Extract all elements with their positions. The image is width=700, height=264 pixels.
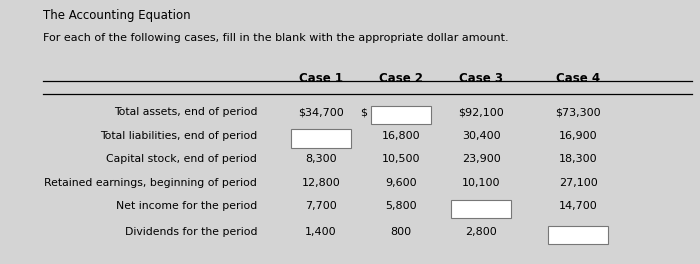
Text: Net income for the period: Net income for the period bbox=[116, 201, 257, 211]
Text: $73,300: $73,300 bbox=[555, 107, 601, 117]
Text: Case 4: Case 4 bbox=[556, 72, 601, 85]
Text: $92,100: $92,100 bbox=[458, 107, 504, 117]
Text: 10,500: 10,500 bbox=[382, 154, 420, 164]
Text: 23,900: 23,900 bbox=[462, 154, 500, 164]
Text: Case 2: Case 2 bbox=[379, 72, 423, 85]
Text: $: $ bbox=[360, 107, 368, 117]
Text: 1,400: 1,400 bbox=[305, 227, 337, 237]
Text: 27,100: 27,100 bbox=[559, 178, 598, 188]
Text: 8,300: 8,300 bbox=[305, 154, 337, 164]
Text: The Accounting Equation: The Accounting Equation bbox=[43, 9, 191, 22]
Text: 12,800: 12,800 bbox=[302, 178, 340, 188]
Text: Total assets, end of period: Total assets, end of period bbox=[113, 107, 257, 117]
Text: 14,700: 14,700 bbox=[559, 201, 598, 211]
Text: Capital stock, end of period: Capital stock, end of period bbox=[106, 154, 257, 164]
Text: Dividends for the period: Dividends for the period bbox=[125, 227, 257, 237]
Text: Total liabilities, end of period: Total liabilities, end of period bbox=[100, 131, 257, 141]
Text: 18,300: 18,300 bbox=[559, 154, 598, 164]
FancyBboxPatch shape bbox=[371, 106, 431, 124]
Text: 7,700: 7,700 bbox=[305, 201, 337, 211]
Text: For each of the following cases, fill in the blank with the appropriate dollar a: For each of the following cases, fill in… bbox=[43, 33, 509, 43]
Text: $34,700: $34,700 bbox=[298, 107, 344, 117]
FancyBboxPatch shape bbox=[452, 200, 511, 218]
Text: 2,800: 2,800 bbox=[466, 227, 497, 237]
FancyBboxPatch shape bbox=[548, 226, 608, 244]
Text: 9,600: 9,600 bbox=[385, 178, 416, 188]
Text: Case 1: Case 1 bbox=[299, 72, 343, 85]
Text: Retained earnings, beginning of period: Retained earnings, beginning of period bbox=[44, 178, 257, 188]
Text: Case 3: Case 3 bbox=[459, 72, 503, 85]
Text: 16,800: 16,800 bbox=[382, 131, 420, 141]
Text: 10,100: 10,100 bbox=[462, 178, 500, 188]
Text: 800: 800 bbox=[391, 227, 412, 237]
Text: 16,900: 16,900 bbox=[559, 131, 598, 141]
Text: 5,800: 5,800 bbox=[385, 201, 416, 211]
FancyBboxPatch shape bbox=[290, 129, 351, 148]
Text: 30,400: 30,400 bbox=[462, 131, 500, 141]
